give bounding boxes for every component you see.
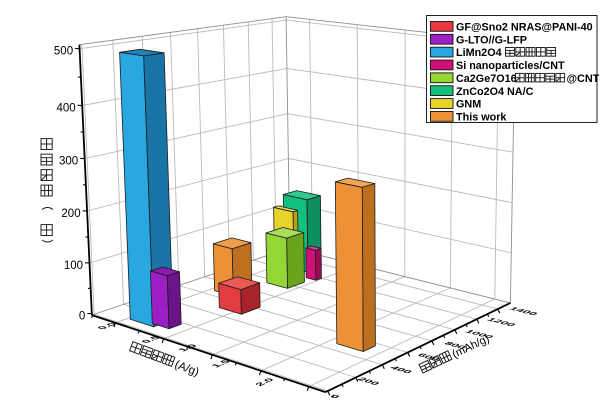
svg-text:1400: 1400 [506,306,540,316]
svg-text:1.0: 1.0 [176,343,200,352]
svg-text:0.0: 0.0 [96,322,120,330]
svg-text:300: 300 [59,155,78,167]
svg-text:Ca2Ge7O16: Ca2Ge7O16 [456,73,517,85]
svg-text:Si nanoparticles/CNT: Si nanoparticles/CNT [456,60,565,72]
svg-text:1000: 1000 [462,329,496,340]
svg-text:400: 400 [387,365,414,375]
svg-text:200: 200 [61,208,80,220]
svg-text:GF@Sno2 NRAS@PANI-40: GF@Sno2 NRAS@PANI-40 [456,22,593,34]
svg-text:100: 100 [64,260,83,272]
svg-text:1200: 1200 [484,317,518,328]
svg-text:1.5: 1.5 [210,359,234,368]
svg-text:500: 500 [54,46,73,58]
svg-text:2.0: 2.0 [254,377,278,387]
svg-text:0: 0 [327,394,341,400]
svg-text:800: 800 [441,341,468,350]
svg-text:GNM: GNM [456,99,481,111]
svg-text:0: 0 [79,311,85,323]
svg-text:G-LTO//G-LFP: G-LTO//G-LFP [456,34,527,46]
svg-text:This work: This work [456,112,507,124]
svg-text:600: 600 [415,353,442,362]
svg-text:LiMn2O4: LiMn2O4 [456,47,502,59]
svg-text:ZnCo2O4 NA/C: ZnCo2O4 NA/C [456,86,534,98]
svg-text:400: 400 [57,102,76,114]
svg-text:200: 200 [355,377,382,387]
svg-text:0.5: 0.5 [139,335,163,344]
svg-text:@CNT: @CNT [567,73,600,85]
